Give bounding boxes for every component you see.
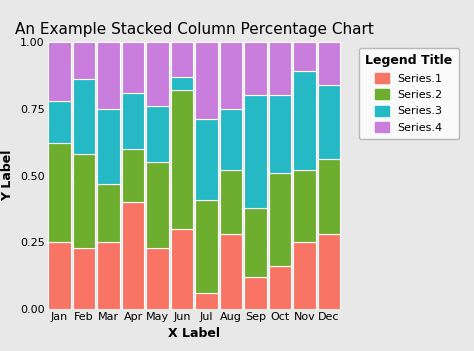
- Bar: [220, 170, 242, 234]
- Bar: [122, 42, 145, 93]
- Bar: [195, 293, 218, 309]
- Bar: [244, 207, 267, 277]
- Bar: [171, 42, 193, 77]
- Bar: [73, 42, 95, 79]
- Bar: [73, 154, 95, 247]
- Bar: [171, 229, 193, 309]
- Bar: [269, 266, 292, 309]
- Bar: [244, 95, 267, 207]
- Bar: [269, 95, 292, 173]
- Bar: [73, 79, 95, 154]
- Bar: [318, 42, 340, 85]
- Title: An Example Stacked Column Percentage Chart: An Example Stacked Column Percentage Cha…: [15, 22, 374, 37]
- Bar: [318, 85, 340, 159]
- Bar: [171, 77, 193, 90]
- Bar: [122, 149, 145, 202]
- Bar: [122, 93, 145, 149]
- Bar: [318, 159, 340, 234]
- Bar: [244, 277, 267, 309]
- Bar: [220, 42, 242, 109]
- Bar: [195, 42, 218, 119]
- Bar: [318, 234, 340, 309]
- Bar: [146, 162, 169, 247]
- Bar: [171, 90, 193, 229]
- Bar: [220, 109, 242, 170]
- X-axis label: X Label: X Label: [168, 327, 220, 340]
- Bar: [48, 101, 71, 144]
- Bar: [97, 42, 120, 109]
- Bar: [195, 199, 218, 293]
- Bar: [73, 247, 95, 309]
- Bar: [97, 184, 120, 242]
- Bar: [220, 234, 242, 309]
- Legend: Series.1, Series.2, Series.3, Series.4: Series.1, Series.2, Series.3, Series.4: [359, 48, 459, 139]
- Bar: [293, 242, 316, 309]
- Bar: [146, 106, 169, 162]
- Bar: [97, 242, 120, 309]
- Bar: [293, 42, 316, 72]
- Bar: [244, 42, 267, 95]
- Bar: [48, 242, 71, 309]
- Bar: [146, 42, 169, 106]
- Bar: [48, 42, 71, 101]
- Bar: [269, 173, 292, 266]
- Bar: [293, 72, 316, 170]
- Bar: [195, 119, 218, 199]
- Bar: [146, 247, 169, 309]
- Bar: [293, 170, 316, 242]
- Y-axis label: Y Label: Y Label: [1, 150, 14, 201]
- Bar: [48, 144, 71, 242]
- Bar: [269, 42, 292, 95]
- Bar: [122, 202, 145, 309]
- Bar: [97, 109, 120, 184]
